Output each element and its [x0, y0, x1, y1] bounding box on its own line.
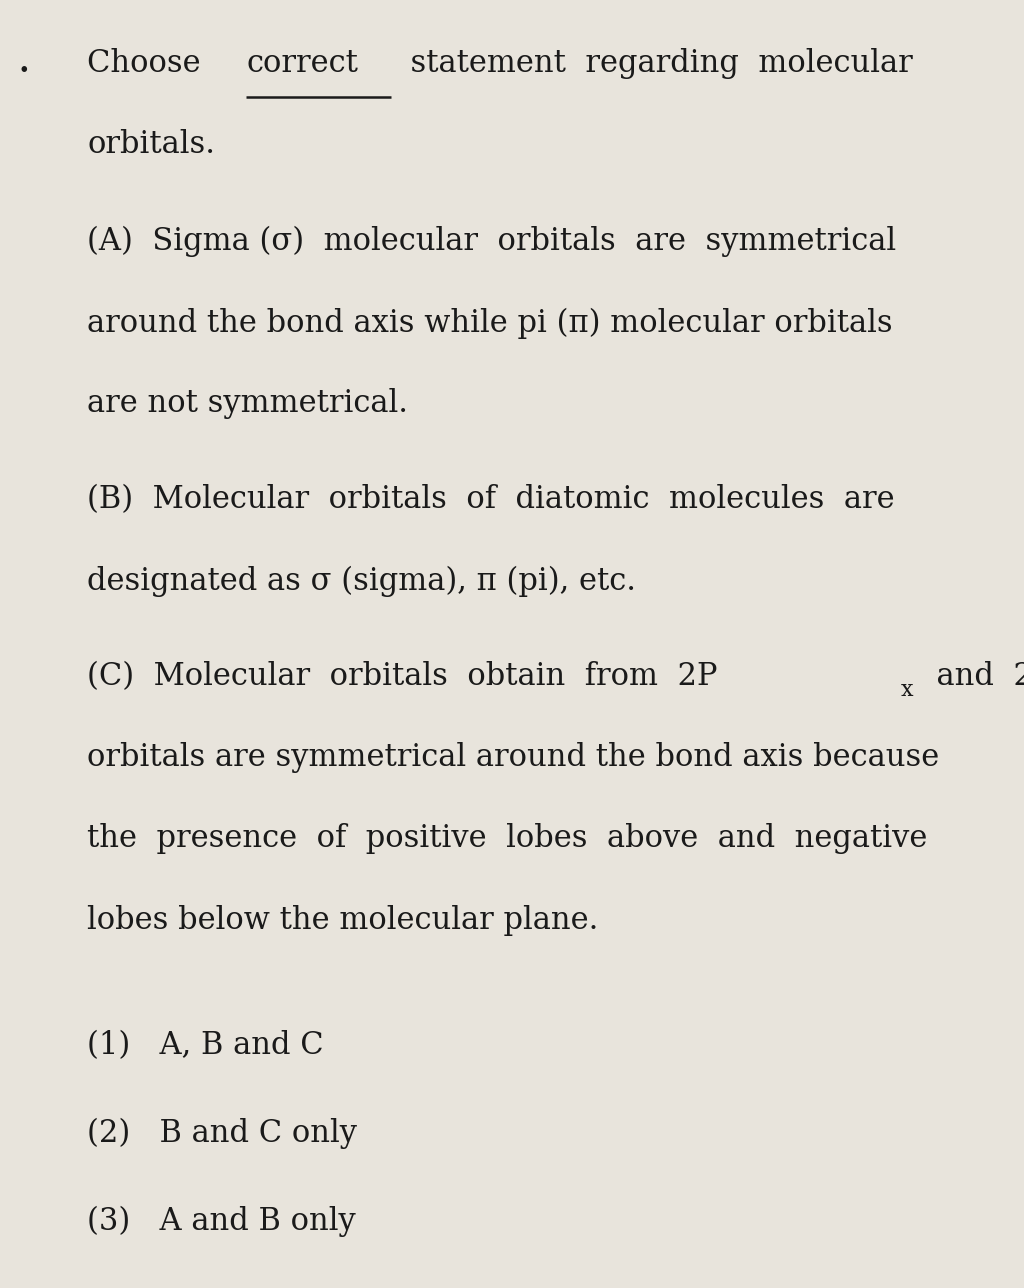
Text: lobes below the molecular plane.: lobes below the molecular plane. [87, 904, 598, 935]
Text: the  presence  of  positive  lobes  above  and  negative: the presence of positive lobes above and… [87, 823, 928, 854]
Text: statement  regarding  molecular: statement regarding molecular [390, 48, 912, 79]
Text: (2)   B and C only: (2) B and C only [87, 1118, 357, 1149]
Text: orbitals are symmetrical around the bond axis because: orbitals are symmetrical around the bond… [87, 742, 939, 773]
Text: (3)   A and B only: (3) A and B only [87, 1206, 355, 1236]
Text: are not symmetrical.: are not symmetrical. [87, 389, 408, 420]
Text: around the bond axis while pi (π) molecular orbitals: around the bond axis while pi (π) molecu… [87, 308, 893, 339]
Text: designated as σ (sigma), π (pi), etc.: designated as σ (sigma), π (pi), etc. [87, 565, 636, 596]
Text: orbitals.: orbitals. [87, 129, 215, 160]
Text: x: x [900, 679, 913, 701]
Text: correct: correct [246, 48, 358, 79]
Text: (1)   A, B and C: (1) A, B and C [87, 1030, 324, 1061]
Text: Choose: Choose [87, 48, 210, 79]
Text: (A)  Sigma (σ)  molecular  orbitals  are  symmetrical: (A) Sigma (σ) molecular orbitals are sym… [87, 227, 896, 258]
Text: and  2P: and 2P [916, 661, 1024, 692]
Text: .: . [18, 48, 29, 79]
Text: (C)  Molecular  orbitals  obtain  from  2P: (C) Molecular orbitals obtain from 2P [87, 661, 718, 692]
Text: (B)  Molecular  orbitals  of  diatomic  molecules  are: (B) Molecular orbitals of diatomic molec… [87, 484, 895, 515]
